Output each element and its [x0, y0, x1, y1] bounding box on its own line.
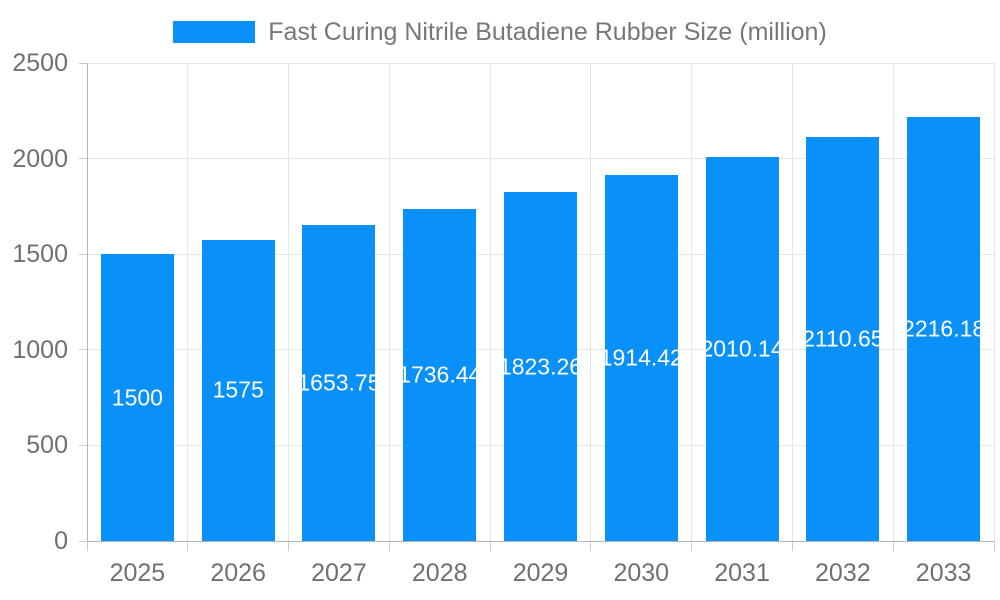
- gridline-horizontal: [87, 158, 994, 160]
- bar-2031: [705, 156, 779, 541]
- y-axis-tick: [79, 253, 87, 255]
- x-axis-tick: [791, 541, 793, 551]
- y-axis-tick-label: 0: [54, 527, 68, 555]
- bar-2033: [907, 117, 981, 541]
- x-axis-tick-label: 2033: [915, 559, 972, 587]
- bar-value-label: 1575: [212, 376, 264, 403]
- x-axis-tick-label: 2028: [411, 559, 468, 587]
- bar-value-label: 2010.14: [700, 335, 784, 362]
- legend: Fast Curing Nitrile Butadiene Rubber Siz…: [0, 16, 1000, 48]
- bar-2032: [806, 137, 880, 541]
- x-axis-tick: [590, 541, 592, 551]
- bar-value-label: 2216.18: [902, 315, 986, 342]
- gridline-vertical: [388, 63, 390, 541]
- y-axis-tick-label: 500: [26, 431, 68, 460]
- bar-2025: [100, 254, 174, 541]
- y-axis-tick-label: 1500: [12, 240, 68, 269]
- y-axis-tick: [79, 540, 87, 542]
- y-axis-tick: [79, 349, 87, 351]
- x-axis-tick-label: 2029: [512, 559, 569, 587]
- x-axis-tick-label: 2025: [109, 559, 166, 587]
- bar-value-label: 2110.65: [802, 325, 884, 352]
- y-axis-tick-label: 2000: [12, 144, 68, 173]
- gridline-vertical: [791, 63, 793, 541]
- x-axis-tick: [86, 541, 88, 551]
- x-axis-tick-label: 2032: [815, 559, 871, 587]
- x-axis-tick: [388, 541, 390, 551]
- gridline-vertical: [691, 63, 693, 541]
- y-axis-tick-label: 2500: [12, 49, 68, 77]
- bar-2028: [403, 208, 477, 541]
- gridline-vertical: [993, 63, 995, 541]
- legend-swatch: [173, 21, 256, 43]
- x-axis-tick: [187, 541, 189, 551]
- gridline-vertical: [288, 63, 290, 541]
- y-axis-labels: 0 500 1000 1500 2000 2500: [0, 49, 68, 555]
- gridline-vertical: [892, 63, 894, 541]
- bar-value-label: 1653.75: [297, 369, 381, 396]
- x-axis-tick: [691, 541, 693, 551]
- x-axis-tick: [892, 541, 894, 551]
- x-axis-line: [87, 541, 994, 542]
- y-axis-tick: [79, 444, 87, 446]
- bar-2026: [201, 239, 275, 541]
- bar-value-label: 1736.44: [398, 361, 482, 388]
- y-axis-tick: [79, 158, 87, 160]
- y-axis-tick-label: 1000: [12, 335, 68, 364]
- x-axis-tick: [993, 541, 995, 551]
- x-axis-tick-label: 2027: [311, 559, 367, 587]
- x-axis-labels: 2025 2026 2027 2028 2029 2030 2031 2032 2033: [87, 558, 994, 590]
- x-axis-tick: [288, 541, 290, 551]
- x-axis-tick-label: 2030: [613, 559, 670, 587]
- x-axis-tick-label: 2031: [714, 559, 770, 587]
- bar-2027: [302, 224, 376, 541]
- gridline-horizontal: [87, 62, 994, 64]
- y-axis-tick: [79, 62, 87, 64]
- bar-value-label: 1914.42: [599, 344, 683, 371]
- bar-2029: [503, 192, 578, 541]
- x-axis-tick: [489, 541, 491, 551]
- bar-2030: [604, 174, 678, 541]
- y-axis-line: [87, 63, 88, 541]
- bar-value-label: 1823.26: [498, 353, 583, 380]
- bar-value-label: 1500: [111, 384, 163, 411]
- gridline-vertical: [489, 63, 491, 541]
- gridline-vertical: [590, 63, 592, 541]
- gridline-vertical: [187, 63, 189, 541]
- x-axis-tick-label: 2026: [210, 559, 266, 587]
- plot-area: 1500 1575 1653.75 1736.44 1823.26 1914.42 2010…: [79, 62, 995, 551]
- legend-label: Fast Curing Nitrile Butadiene Rubber Siz…: [268, 18, 827, 46]
